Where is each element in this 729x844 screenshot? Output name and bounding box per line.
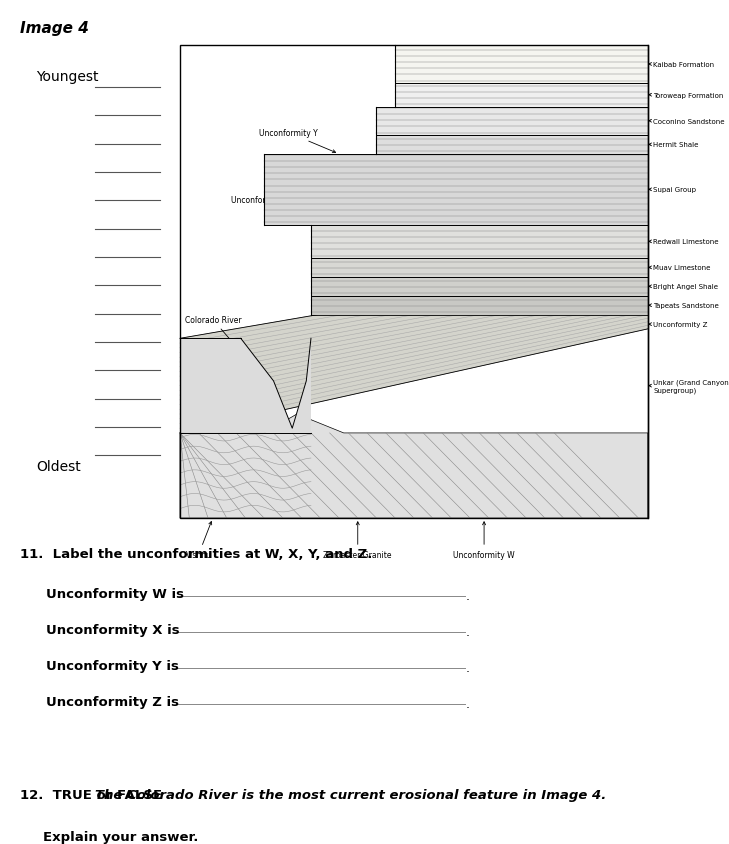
Text: Supai Group: Supai Group [649,187,696,193]
Text: Zoroaster Granite: Zoroaster Granite [324,522,392,560]
Polygon shape [311,225,648,258]
Polygon shape [180,414,648,518]
Text: Vishnu: Vishnu [186,522,211,560]
Text: The Colorado River is the most current erosional feature in Image 4.: The Colorado River is the most current e… [95,787,606,801]
Text: Youngest: Youngest [36,70,98,84]
Text: Kaibab Formation: Kaibab Formation [649,62,714,68]
Text: Tapeats Sandstone: Tapeats Sandstone [649,303,719,309]
Text: Redwall Limestone: Redwall Limestone [649,239,719,245]
Text: Oldest: Oldest [36,460,81,473]
Text: Unconformity W: Unconformity W [453,522,515,560]
Text: .: . [466,625,470,639]
Text: Unconformity W is: Unconformity W is [46,587,184,600]
Text: Colorado River: Colorado River [184,316,276,392]
Polygon shape [376,107,648,136]
Polygon shape [264,154,648,225]
Text: Unkar (Grand Canyon
Supergroup): Unkar (Grand Canyon Supergroup) [649,379,729,393]
Text: Unconformity X is: Unconformity X is [46,623,179,636]
Polygon shape [395,84,648,107]
Polygon shape [180,46,648,518]
Text: 12.  TRUE or FALSE: 12. TRUE or FALSE [20,787,176,801]
Polygon shape [180,339,311,434]
Text: Hermit Shale: Hermit Shale [649,142,698,149]
Text: Unconformity Z is: Unconformity Z is [46,695,179,708]
Text: .: . [466,590,470,603]
Text: Muav Limestone: Muav Limestone [649,265,711,271]
Text: Unconformity X: Unconformity X [231,195,308,224]
Text: Coconino Sandstone: Coconino Sandstone [649,119,725,125]
Text: Bright Angel Shale: Bright Angel Shale [649,284,718,290]
Text: Unconformity Y is: Unconformity Y is [46,659,179,672]
Polygon shape [311,296,648,316]
Text: Toroweap Formation: Toroweap Formation [649,93,723,99]
Polygon shape [311,278,648,296]
Text: Explain your answer.: Explain your answer. [42,830,198,842]
Text: 11.  Label the unconformities at W, X, Y, and Z.: 11. Label the unconformities at W, X, Y,… [20,548,372,560]
Polygon shape [180,258,648,434]
Text: .: . [466,662,470,674]
Text: Unconformity Z: Unconformity Z [649,322,708,327]
Text: .: . [466,698,470,711]
Polygon shape [395,46,648,84]
Polygon shape [311,258,648,278]
Polygon shape [376,136,648,154]
Text: Image 4: Image 4 [20,21,88,36]
Text: Unconformity Y: Unconformity Y [260,129,335,154]
